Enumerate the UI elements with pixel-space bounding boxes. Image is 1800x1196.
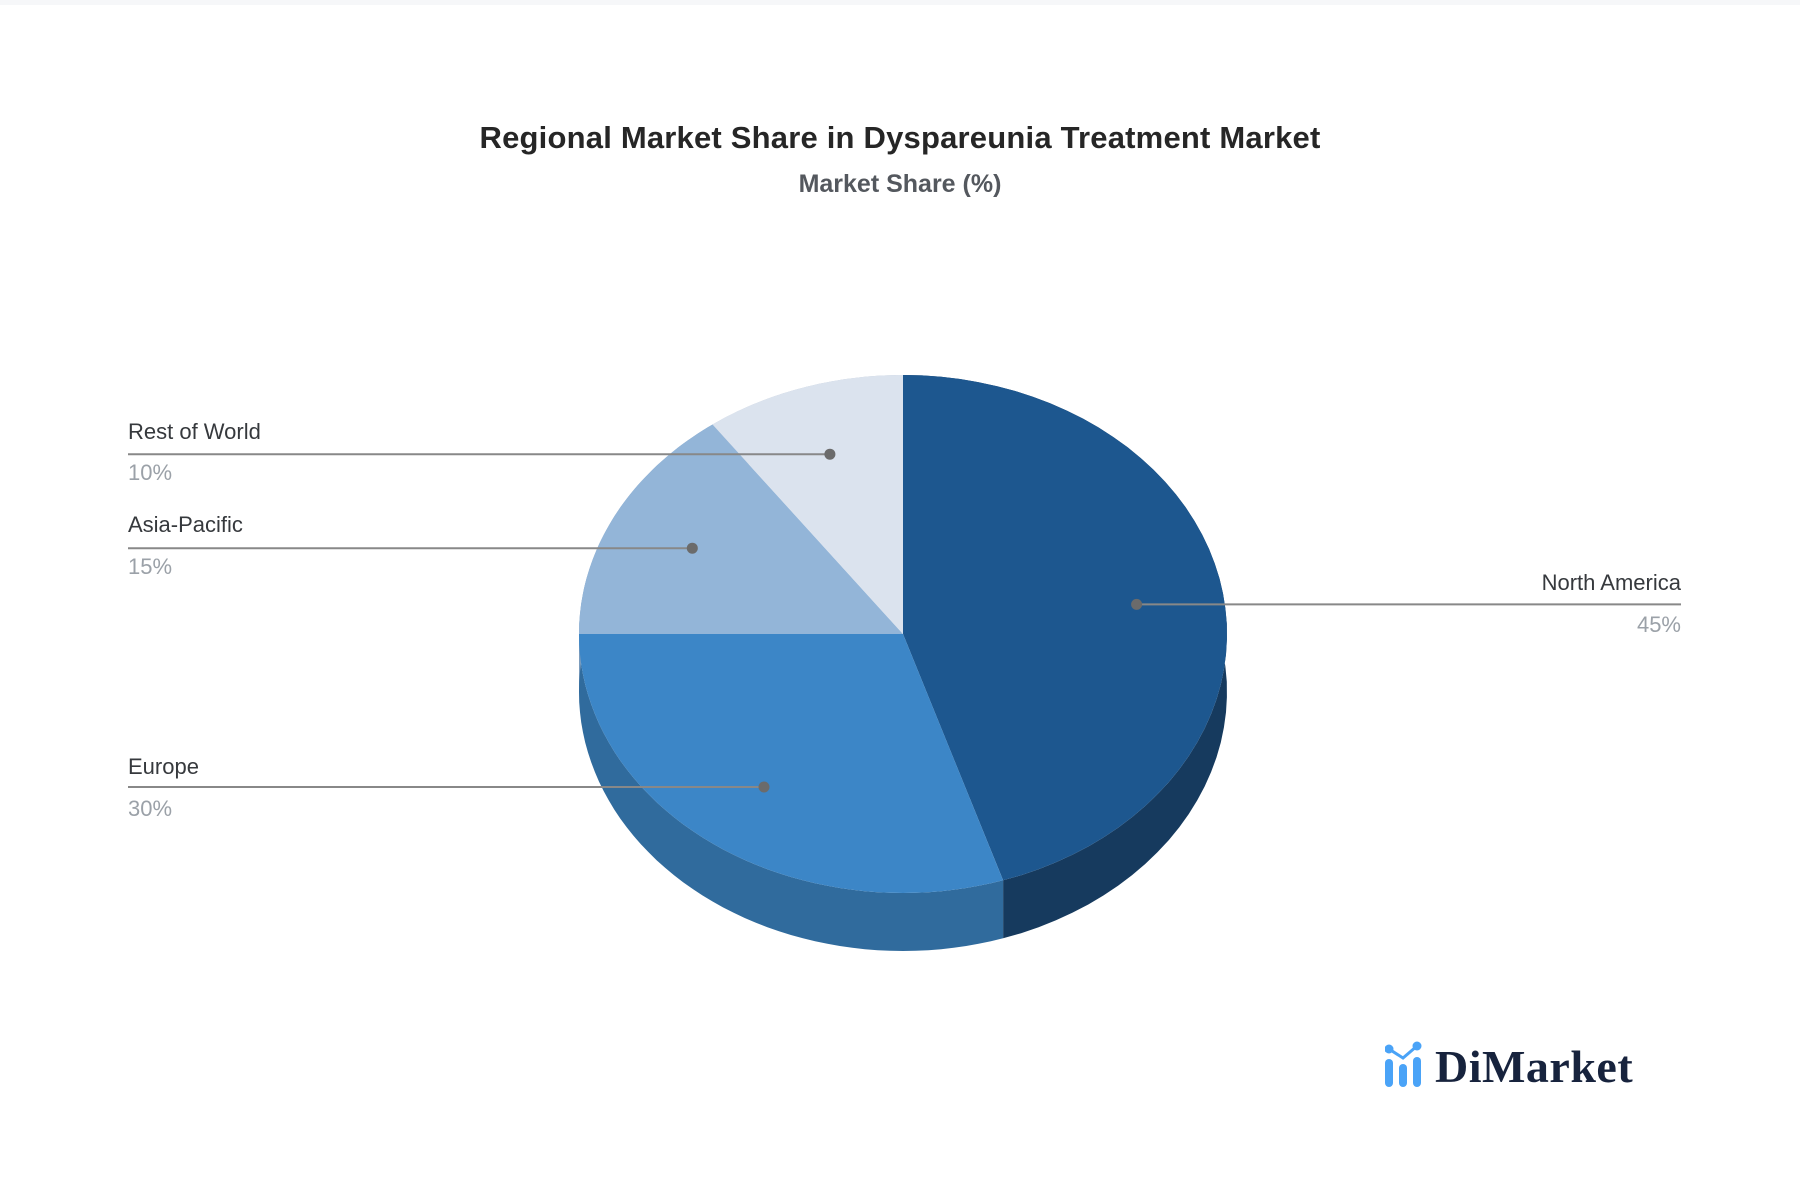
top-edge-strip (0, 0, 1800, 5)
slice-value-asia-pacific: 15% (128, 554, 173, 579)
slice-label-rest-of-world: Rest of World (128, 419, 261, 444)
leader-dot-rest-of-world (824, 448, 836, 460)
brand-name: DiMarket (1435, 1041, 1634, 1092)
brand-logo: DiMarket (1385, 1040, 1633, 1090)
bar-line-chart-icon (1385, 1041, 1422, 1087)
leader-dot-asia-pacific (686, 542, 698, 554)
pie-slice-north-america (903, 375, 1227, 881)
leader-dot-north-america (1131, 598, 1143, 610)
slice-value-rest-of-world: 10% (128, 460, 173, 485)
pie-slice-asia-pacific (579, 424, 903, 634)
slice-value-europe: 30% (128, 796, 173, 821)
slice-label-asia-pacific: Asia-Pacific (128, 512, 243, 537)
slice-value-north-america: 45% (1636, 612, 1681, 637)
pie-slice-europe (579, 634, 1004, 893)
chart-title: Regional Market Share in Dyspareunia Tre… (479, 120, 1321, 155)
slice-label-north-america: North America (1541, 570, 1681, 595)
pie-slice-rest-of-world (712, 375, 903, 634)
chart-subtitle: Market Share (%) (798, 170, 1002, 198)
pie-slice-side-europe (579, 634, 1004, 951)
leader-dot-europe (758, 781, 770, 793)
slice-label-europe: Europe (128, 754, 199, 779)
